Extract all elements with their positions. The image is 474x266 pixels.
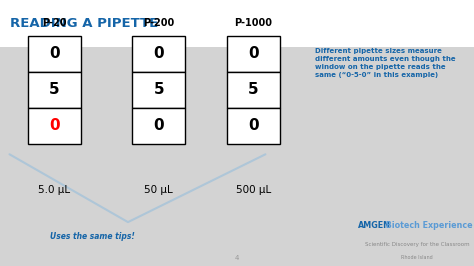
Text: Biotech Experience: Biotech Experience — [383, 221, 473, 230]
Bar — [28, 72, 81, 108]
Bar — [132, 72, 185, 108]
Bar — [28, 108, 81, 144]
Text: AMGEN: AMGEN — [358, 221, 391, 230]
Text: 5: 5 — [49, 82, 60, 97]
Bar — [227, 36, 280, 72]
Text: P-20: P-20 — [42, 18, 67, 28]
Text: Uses the same tips!: Uses the same tips! — [50, 232, 135, 241]
Text: P-200: P-200 — [143, 18, 174, 28]
Text: Different pipette sizes measure
different amounts even though the
window on the : Different pipette sizes measure differen… — [315, 48, 456, 78]
Text: 0: 0 — [248, 118, 259, 133]
Bar — [28, 36, 81, 72]
Text: 0: 0 — [154, 118, 164, 133]
Text: READING A PIPETTE: READING A PIPETTE — [10, 17, 159, 30]
Bar — [132, 108, 185, 144]
Text: 0: 0 — [49, 46, 60, 61]
Text: Rhode Island: Rhode Island — [401, 255, 432, 260]
Bar — [227, 72, 280, 108]
Text: 0: 0 — [248, 46, 259, 61]
Text: 0: 0 — [49, 118, 60, 133]
Bar — [227, 108, 280, 144]
Text: 5: 5 — [154, 82, 164, 97]
Text: 50 μL: 50 μL — [145, 185, 173, 195]
Text: 500 μL: 500 μL — [236, 185, 271, 195]
Bar — [132, 36, 185, 72]
Text: P-1000: P-1000 — [235, 18, 273, 28]
Text: 5: 5 — [248, 82, 259, 97]
Text: 4: 4 — [235, 255, 239, 261]
Text: 5.0 μL: 5.0 μL — [38, 185, 71, 195]
Bar — [0, 0, 474, 47]
Text: Scientific Discovery for the Classroom: Scientific Discovery for the Classroom — [365, 242, 470, 247]
Text: 0: 0 — [154, 46, 164, 61]
